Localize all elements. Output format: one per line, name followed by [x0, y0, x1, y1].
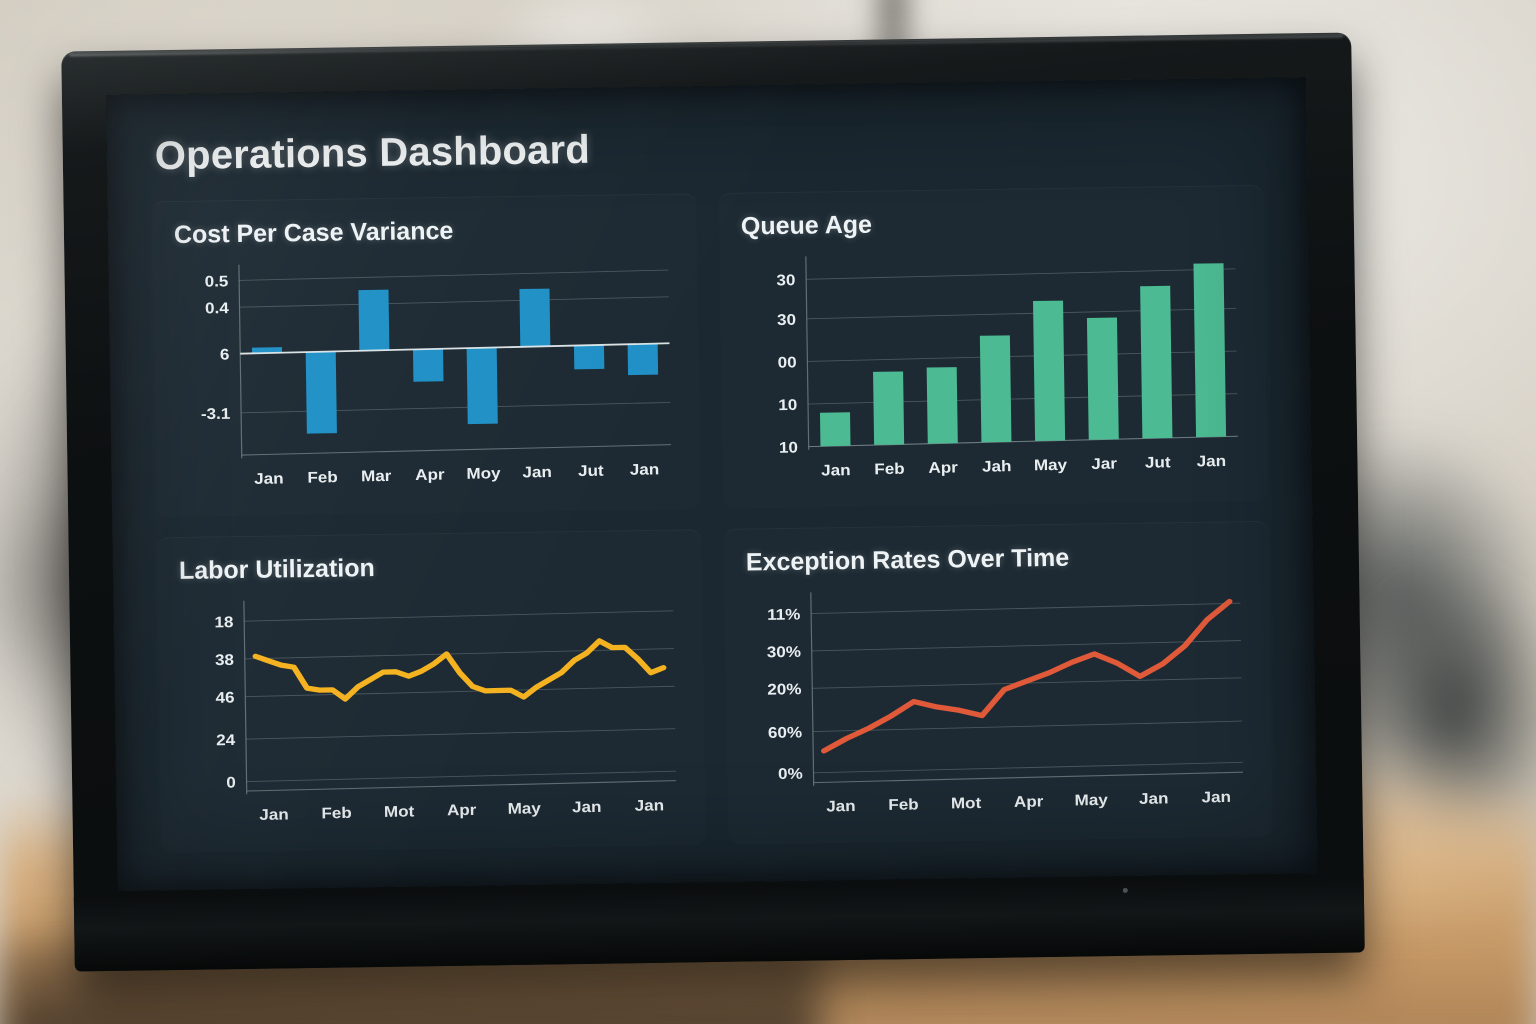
- svg-text:Mot: Mot: [384, 803, 415, 821]
- svg-text:60%: 60%: [768, 724, 803, 742]
- svg-text:Jar: Jar: [1091, 455, 1118, 472]
- svg-text:30: 30: [777, 311, 796, 328]
- chart-queue-age: 30 30 00 10 10 Jan Feb Apr Jah May Jar Jut Jan: [739, 240, 1246, 491]
- monitor-screen: Operations Dashboard Cost Per Case Varia…: [105, 77, 1318, 891]
- svg-text:Feb: Feb: [874, 460, 905, 478]
- svg-text:Jan: Jan: [572, 799, 602, 817]
- svg-text:Mot: Mot: [951, 795, 982, 813]
- svg-text:Jan: Jan: [630, 461, 660, 479]
- svg-text:10: 10: [778, 397, 797, 414]
- svg-text:00: 00: [778, 354, 797, 371]
- svg-text:May: May: [1034, 457, 1067, 475]
- svg-text:30%: 30%: [767, 643, 802, 661]
- svg-text:Jan: Jan: [826, 798, 856, 816]
- chart-cost-per-case-variance: 0.5 0.4 6 -3.1 Jan Feb Mar Apr Moy Jan Jut Jan: [172, 249, 679, 500]
- svg-text:Jan: Jan: [1139, 790, 1169, 808]
- svg-text:10: 10: [779, 439, 798, 456]
- svg-text:May: May: [508, 800, 541, 818]
- svg-text:46: 46: [215, 689, 234, 706]
- monitor: Operations Dashboard Cost Per Case Varia…: [61, 32, 1365, 972]
- svg-text:30: 30: [776, 272, 795, 289]
- svg-text:Jan: Jan: [635, 797, 665, 815]
- svg-text:Jan: Jan: [254, 470, 284, 488]
- card-cost-per-case-variance[interactable]: Cost Per Case Variance 0.5 0.4 6 -3.1 Jan Feb…: [151, 193, 702, 518]
- svg-text:Apr: Apr: [447, 802, 477, 820]
- power-indicator-icon: [1122, 887, 1128, 893]
- svg-text:Moy: Moy: [466, 465, 500, 483]
- chart-title-cost-per-case-variance: Cost Per Case Variance: [173, 216, 454, 249]
- card-queue-age[interactable]: Queue Age 30 30 00 10 10 Jan Feb Apr Jah May Jar Ju…: [718, 184, 1269, 509]
- svg-text:Jan: Jan: [259, 806, 289, 824]
- svg-text:Jah: Jah: [982, 458, 1012, 476]
- svg-text:Apr: Apr: [928, 459, 958, 477]
- svg-text:0.4: 0.4: [205, 300, 229, 317]
- svg-text:Mar: Mar: [361, 468, 392, 486]
- svg-text:Jan: Jan: [1197, 453, 1227, 471]
- svg-text:0.5: 0.5: [205, 273, 229, 290]
- svg-text:Jan: Jan: [821, 462, 851, 480]
- svg-text:0: 0: [226, 774, 236, 791]
- svg-text:Apr: Apr: [1014, 793, 1044, 811]
- svg-text:0%: 0%: [778, 765, 803, 782]
- svg-text:Apr: Apr: [415, 466, 445, 484]
- svg-text:6: 6: [220, 346, 230, 363]
- svg-text:Feb: Feb: [321, 805, 352, 823]
- svg-text:38: 38: [215, 652, 234, 669]
- chart-exception-rates-over-time: 11% 30% 20% 60% 0% Jan Feb Mot Apr May Jan Jan: [744, 576, 1251, 827]
- svg-text:Jan: Jan: [522, 464, 552, 482]
- page-title: Operations Dashboard: [154, 127, 591, 179]
- operations-dashboard: Operations Dashboard Cost Per Case Varia…: [106, 77, 1318, 891]
- svg-text:Feb: Feb: [307, 469, 338, 487]
- chart-title-queue-age: Queue Age: [740, 210, 873, 241]
- card-labor-utilization[interactable]: Labor Utilization 18 38 46 24 0 Jan Feb Mot Apr M…: [156, 529, 707, 854]
- svg-text:Jut: Jut: [578, 462, 604, 479]
- chart-title-labor-utilization: Labor Utilization: [178, 554, 375, 585]
- svg-text:Jut: Jut: [1145, 454, 1171, 471]
- svg-text:May: May: [1074, 792, 1107, 810]
- chart-title-exception-rates-over-time: Exception Rates Over Time: [745, 543, 1070, 577]
- svg-text:11%: 11%: [767, 606, 801, 624]
- svg-text:18: 18: [214, 614, 233, 631]
- svg-text:Jan: Jan: [1201, 789, 1231, 807]
- svg-text:20%: 20%: [767, 681, 802, 699]
- chart-labor-utilization: 18 38 46 24 0 Jan Feb Mot Apr May Jan Jan: [177, 584, 684, 835]
- svg-text:-3.1: -3.1: [201, 405, 231, 423]
- card-exception-rates-over-time[interactable]: Exception Rates Over Time 11% 30% 20% 60% 0%…: [723, 520, 1274, 845]
- chart-grid: Cost Per Case Variance 0.5 0.4 6 -3.1 Jan Feb…: [151, 184, 1274, 854]
- svg-text:Feb: Feb: [888, 796, 919, 814]
- svg-text:24: 24: [216, 732, 235, 749]
